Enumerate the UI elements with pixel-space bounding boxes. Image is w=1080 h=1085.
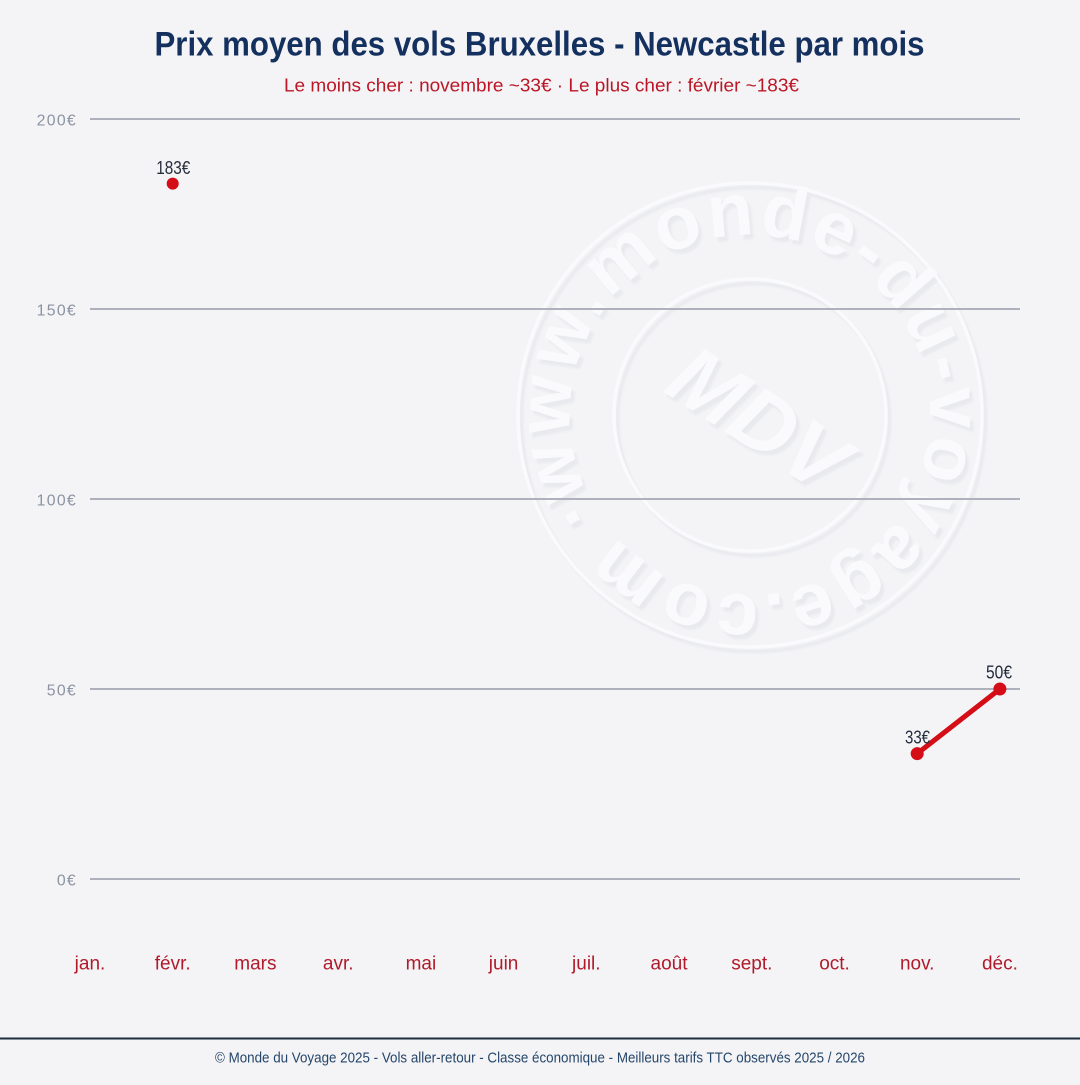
svg-text:sept.: sept. [731,954,772,975]
svg-text:© Monde du Voyage 2025 - Vols: © Monde du Voyage 2025 - Vols aller-reto… [215,1050,865,1066]
svg-text:150€: 150€ [37,303,77,320]
svg-text:100€: 100€ [37,493,77,510]
svg-text:nov.: nov. [900,954,935,975]
svg-text:juil.: juil. [571,954,601,975]
svg-text:50€: 50€ [47,683,77,700]
svg-text:mars: mars [234,954,276,975]
svg-text:50€: 50€ [986,662,1013,683]
svg-text:avr.: avr. [323,954,354,975]
svg-text:183€: 183€ [156,157,191,178]
svg-text:août: août [651,954,689,975]
svg-text:févr.: févr. [155,954,191,975]
svg-text:Le moins cher : novembre ~33€: Le moins cher : novembre ~33€ · Le plus … [284,74,800,95]
svg-text:jan.: jan. [74,954,106,975]
svg-text:200€: 200€ [37,113,77,130]
svg-text:oct.: oct. [819,954,850,975]
svg-text:mai: mai [406,954,437,975]
svg-text:Prix moyen des vols Bruxelles: Prix moyen des vols Bruxelles - Newcastl… [155,25,925,63]
svg-text:déc.: déc. [982,954,1018,975]
svg-text:0€: 0€ [57,873,77,890]
svg-text:33€: 33€ [905,727,931,748]
svg-text:juin: juin [488,954,519,975]
